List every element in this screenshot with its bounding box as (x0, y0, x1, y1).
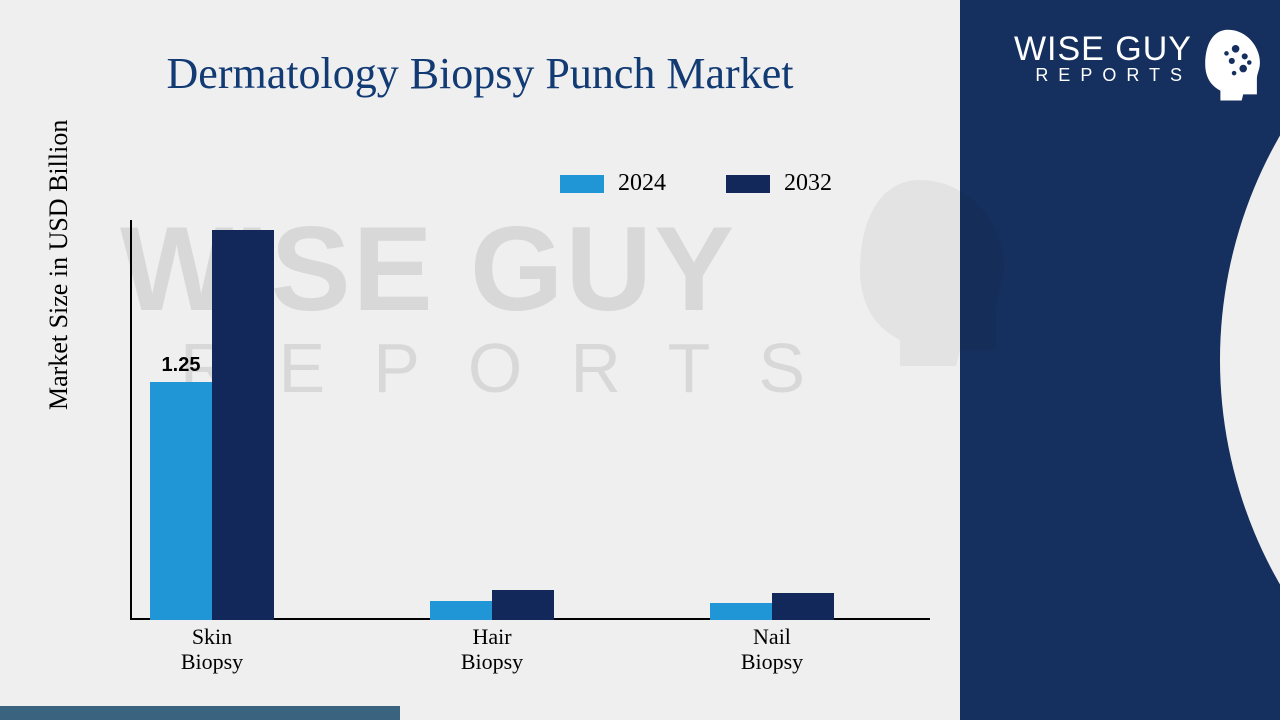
brand-line2: REPORTS (1014, 65, 1192, 86)
head-icon (1190, 26, 1266, 102)
bar-value-label: 1.25 (150, 354, 212, 377)
bar-group: 1.25SkinBiopsy (150, 230, 274, 620)
legend-label: 2032 (784, 170, 832, 197)
legend: 2024 2032 (560, 170, 832, 197)
y-axis-label: Market Size in USD Billion (44, 120, 74, 410)
legend-item: 2032 (726, 170, 832, 197)
brand-line1: WISE GUY (1014, 30, 1192, 69)
bar (710, 603, 772, 620)
legend-label: 2024 (618, 170, 666, 197)
chart-plot: 1.25SkinBiopsy HairBiopsy NailBiopsy (130, 220, 930, 620)
legend-swatch (560, 175, 604, 193)
y-axis (130, 220, 132, 620)
bar (430, 601, 492, 620)
x-tick-label: HairBiopsy (402, 620, 582, 675)
legend-item: 2024 (560, 170, 666, 197)
bar (212, 230, 274, 620)
x-tick-label: SkinBiopsy (122, 620, 302, 675)
bar: 1.25 (150, 382, 212, 620)
bar (492, 590, 554, 620)
chart-title: Dermatology Biopsy Punch Market (0, 48, 960, 99)
circle-cut (1220, 0, 1280, 720)
bar (772, 593, 834, 620)
x-tick-label: NailBiopsy (682, 620, 862, 675)
bar-group: HairBiopsy (430, 590, 554, 620)
brand-logo: WISE GUY REPORTS (1014, 30, 1266, 86)
legend-swatch (726, 175, 770, 193)
right-band (960, 0, 1280, 720)
bar-group: NailBiopsy (710, 593, 834, 620)
bottom-accent (0, 706, 400, 720)
chart-canvas: WISE GUY REPORTS Dermatology Biopsy Punc… (0, 0, 1280, 720)
